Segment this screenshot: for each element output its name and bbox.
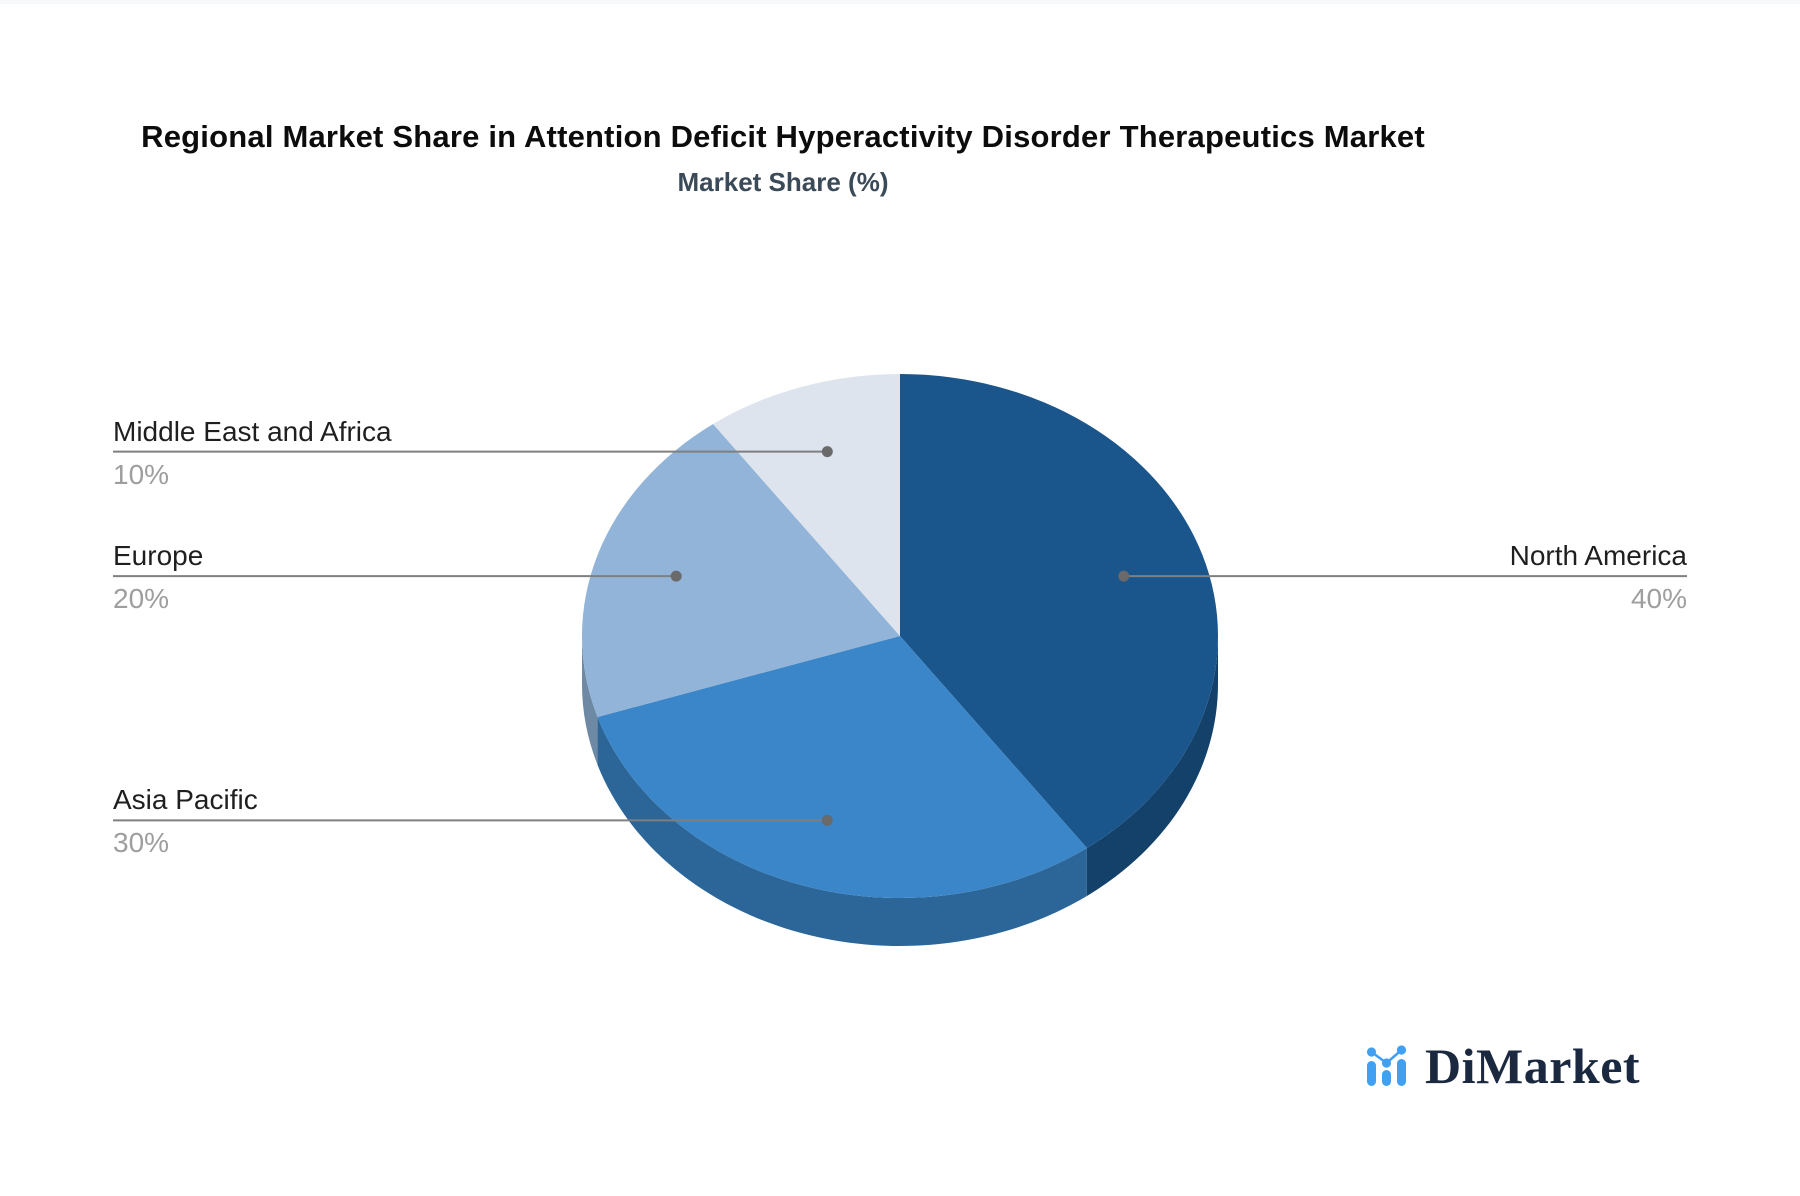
pie-slice-europe[interactable] (581, 424, 900, 717)
brand-name: DiMarket (1425, 1038, 1641, 1094)
pie-slice-middle-east-and-africa[interactable] (713, 374, 900, 636)
label-dot-north-america (1118, 570, 1130, 582)
slice-label-middle-east-and-africa: Middle East and Africa (113, 415, 392, 447)
slice-label-asia-pacific: Asia Pacific (113, 784, 258, 816)
label-dot-europe (670, 570, 682, 582)
pie-slice-side-europe (582, 636, 598, 765)
pie-slice-asia-pacific[interactable] (597, 636, 1087, 899)
label-dot-asia-pacific (821, 814, 833, 826)
slice-value-europe: 20% (113, 583, 170, 615)
chart-subtitle: Market Share (%) (677, 167, 889, 197)
bar-chart-logo-icon (1366, 1045, 1407, 1086)
slice-value-north-america: 40% (1630, 583, 1687, 615)
chart-title: Regional Market Share in Attention Defic… (141, 119, 1425, 154)
slice-label-europe: Europe (113, 540, 204, 572)
brand-logo: DiMarket (1366, 1040, 1640, 1092)
label-dot-middle-east-and-africa (821, 446, 833, 458)
pie-slice-north-america[interactable] (900, 374, 1219, 848)
slice-value-asia-pacific: 30% (113, 827, 170, 859)
top-border-strip (0, 0, 1800, 4)
slice-label-north-america: North America (1509, 540, 1687, 572)
pie-slice-side-asia-pacific (597, 716, 1087, 947)
pie-slice-side-north-america (1086, 636, 1218, 896)
slice-value-middle-east-and-africa: 10% (113, 458, 170, 490)
